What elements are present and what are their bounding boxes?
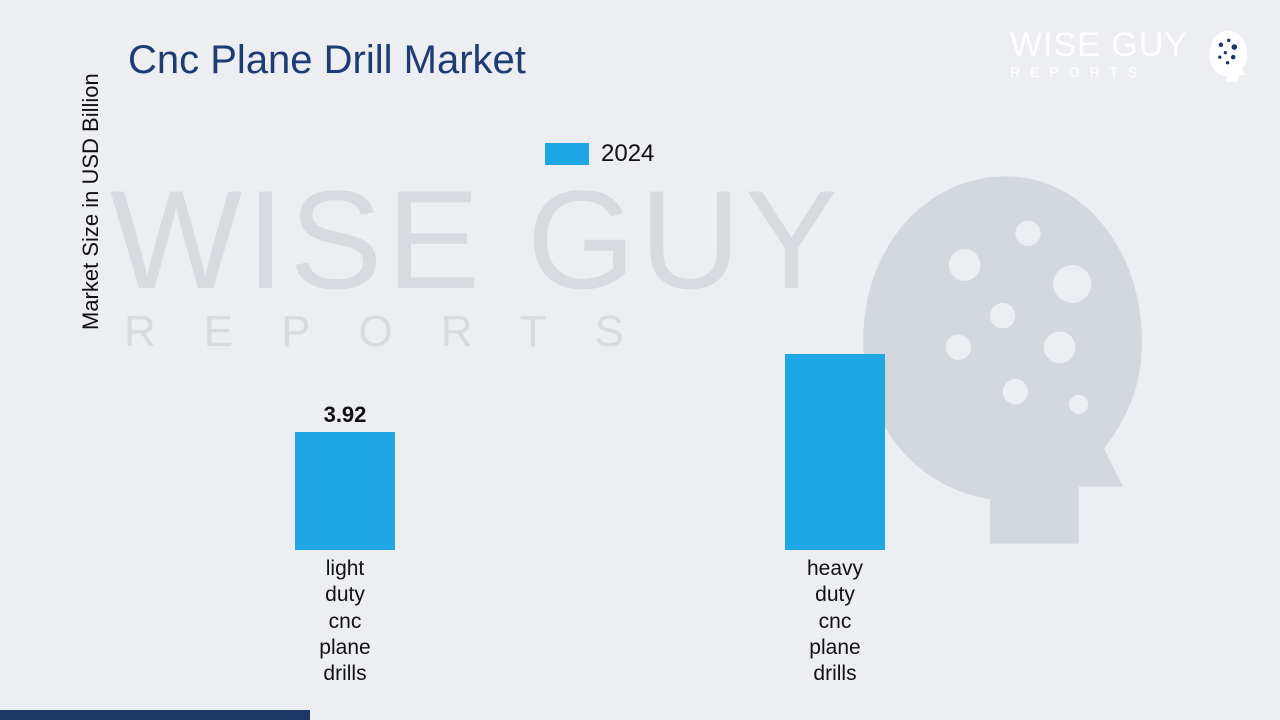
y-axis-label: Market Size in USD Billion [78,73,104,330]
brand-sub-text: REPORTS [1010,64,1188,80]
bar: heavydutycncplanedrills [785,354,885,550]
brand-main-text: WISE GUY [1010,28,1188,62]
bar-chart: 3.92lightdutycncplanedrills heavydutycncp… [120,150,980,550]
legend-label: 2024 [601,140,654,168]
legend-swatch [545,143,589,165]
bar-value-label: 3.92 [295,402,395,428]
bottom-accent-bar [0,710,310,720]
head-silhouette-icon [1194,28,1250,84]
page-root: WISE GUY REPORTS Cnc Plane Drill Market … [0,0,1280,720]
chart-title: Cnc Plane Drill Market [128,38,526,83]
chart-legend: 2024 [545,140,654,168]
bar-category-label: heavydutycncplanedrills [775,556,895,687]
bar: 3.92lightdutycncplanedrills [295,432,395,550]
brand-logo: WISE GUY REPORTS [1010,28,1250,84]
bar-category-label: lightdutycncplanedrills [285,556,405,687]
